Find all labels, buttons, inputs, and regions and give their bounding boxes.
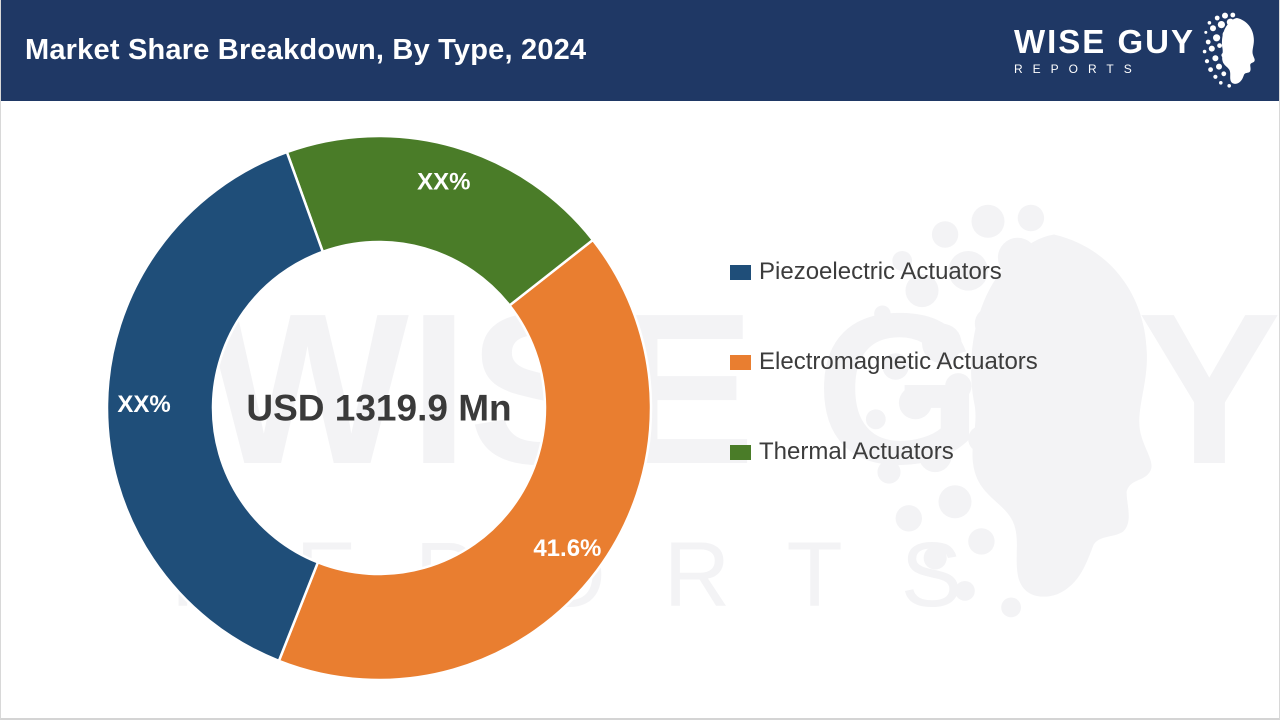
legend-label: Piezoelectric Actuators <box>759 258 1002 285</box>
legend-swatch-thermal <box>730 444 751 460</box>
legend-swatch-piezoelectric <box>730 264 751 280</box>
legend-item-electromagnetic: Electromagnetic Actuators <box>730 347 1038 377</box>
legend-item-piezoelectric: Piezoelectric Actuators <box>730 257 1002 287</box>
logo-wordmark: WISE GUY REPORTS <box>1014 25 1195 76</box>
chart-area: WISE GUY REPORTS USD 1319.9 Mn XX% XX% 41.… <box>1 101 1279 718</box>
chart-center-value: USD 1319.9 Mn <box>246 388 511 429</box>
donut-slice-thermal-actuators <box>285 134 595 307</box>
donut-slice-piezoelectric-actuators <box>105 150 325 663</box>
legend-label: Electromagnetic Actuators <box>759 348 1038 375</box>
watermark-face-icon <box>856 181 1186 651</box>
legend-label: Thermal Actuators <box>759 438 954 465</box>
logo-subtitle: REPORTS <box>1013 62 1142 76</box>
legend-item-thermal: Thermal Actuators <box>730 437 954 467</box>
slice-label-electromagnetic-actuators: 41.6% <box>533 535 601 562</box>
donut-slice-electromagnetic-actuators <box>277 238 653 682</box>
slice-label-thermal-actuators: XX% <box>417 169 470 196</box>
donut-chart: USD 1319.9 Mn XX% XX% 41.6% <box>105 134 653 682</box>
slice-label-piezoelectric-actuators: XX% <box>117 391 170 418</box>
header: Market Share Breakdown, By Type, 2024 WI… <box>1 0 1279 101</box>
logo-name: WISE GUY <box>1013 23 1195 60</box>
legend-swatch-electromagnetic <box>730 354 751 370</box>
logo-face-icon <box>1201 12 1261 90</box>
brand-logo: WISE GUY REPORTS <box>1014 12 1261 90</box>
page-title: Market Share Breakdown, By Type, 2024 <box>25 34 587 66</box>
